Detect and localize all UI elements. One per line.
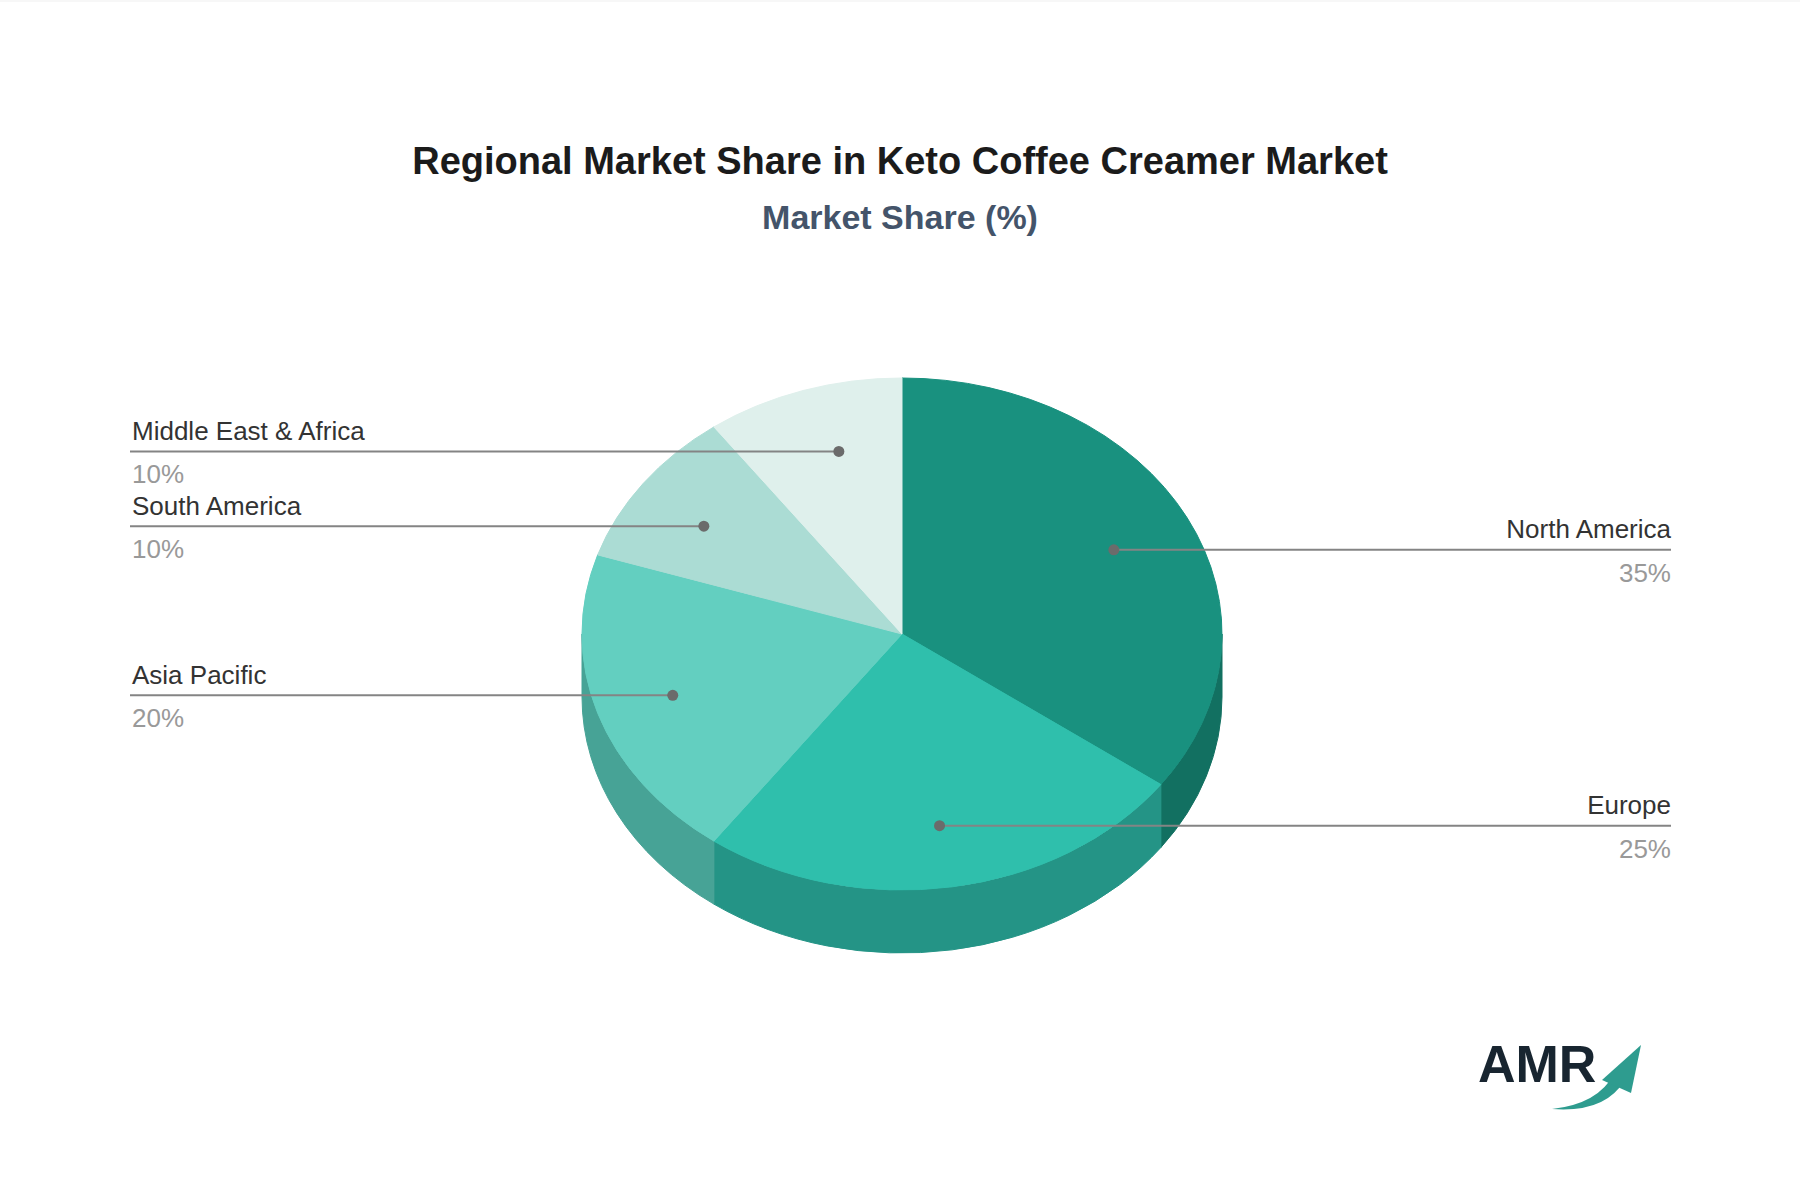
slice-label-middle-east-africa: Middle East & Africa — [132, 417, 365, 446]
amr-logo-text: AMR — [1478, 1038, 1596, 1090]
label-anchor-dot-asia-pacific — [667, 690, 678, 701]
label-anchor-dot-europe — [934, 820, 945, 831]
chart-subtitle: Market Share (%) — [0, 200, 1800, 234]
amr-logo: AMR — [1478, 1038, 1718, 1138]
chart-title: Regional Market Share in Keto Coffee Cre… — [0, 142, 1800, 180]
slice-label-north-america: North America — [1506, 515, 1671, 544]
slice-value-europe: 25% — [1619, 835, 1671, 864]
slice-value-north-america: 35% — [1619, 559, 1671, 588]
slice-value-asia-pacific: 20% — [132, 704, 184, 733]
slice-value-middle-east-africa: 10% — [132, 460, 184, 489]
slice-value-south-america: 10% — [132, 535, 184, 564]
label-anchor-dot-middle-east-africa — [833, 446, 844, 457]
slice-label-south-america: South America — [132, 492, 301, 521]
chart-canvas: Regional Market Share in Keto Coffee Cre… — [0, 0, 1800, 1196]
slice-label-europe: Europe — [1587, 791, 1671, 820]
label-anchor-dot-south-america — [698, 521, 709, 532]
label-anchor-dot-north-america — [1108, 544, 1119, 555]
slice-label-asia-pacific: Asia Pacific — [132, 661, 266, 690]
